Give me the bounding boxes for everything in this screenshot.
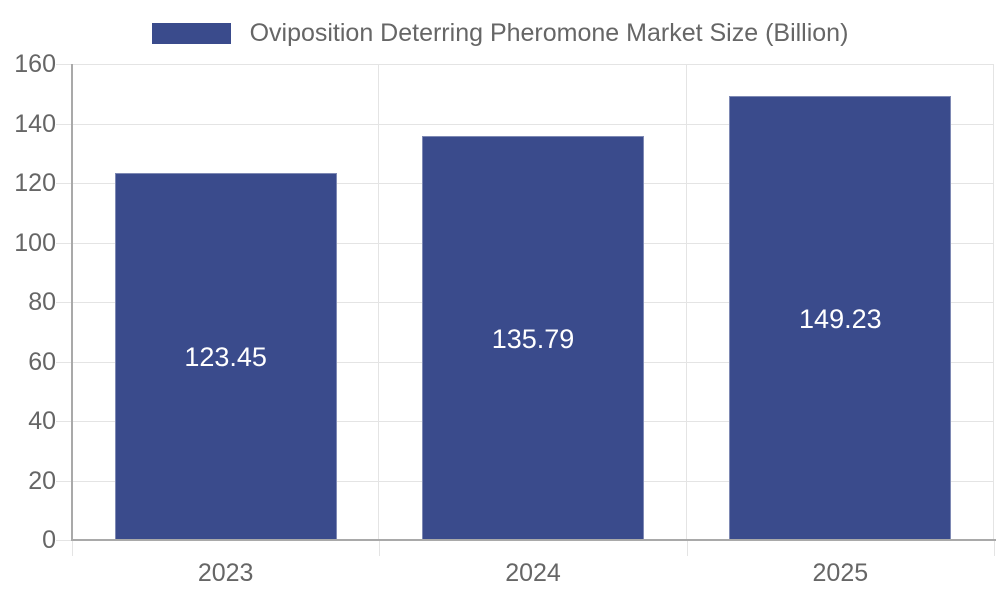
legend-swatch (151, 22, 231, 44)
y-axis-tick (56, 242, 71, 244)
bar-2023: 123.45 (114, 172, 337, 540)
legend-label: Oviposition Deterring Pheromone Market S… (249, 19, 849, 47)
x-tick-label: 2024 (505, 559, 561, 587)
legend: Oviposition Deterring Pheromone Market S… (0, 16, 1000, 50)
x-tick-label: 2023 (197, 559, 254, 587)
x-axis-tick (379, 541, 381, 556)
y-tick-label: 20 (28, 466, 56, 495)
y-axis-tick (56, 183, 71, 184)
bar-value-label: 149.23 (799, 303, 882, 334)
y-tick-label: 0 (42, 526, 56, 554)
y-axis-tick (56, 361, 71, 363)
bar-value-label: 123.45 (184, 341, 267, 372)
x-axis-tick (72, 541, 73, 556)
x-axis-tick (994, 541, 995, 556)
y-axis-tick (56, 480, 71, 482)
y-tick-label: 40 (28, 407, 56, 435)
y-tick-label: 100 (14, 228, 56, 257)
y-axis-line (71, 64, 73, 541)
y-gridline (72, 64, 994, 65)
x-tick-label: 2025 (812, 559, 869, 587)
y-axis-tick (56, 302, 71, 303)
y-axis-tick (56, 421, 71, 422)
y-tick-label: 140 (14, 109, 56, 138)
y-axis-tick (56, 123, 71, 125)
x-axis-tick (686, 541, 688, 556)
bar-value-label: 135.79 (491, 323, 575, 354)
plot-area: 123.45 135.79 149.23 (72, 64, 994, 540)
y-tick-label: 120 (14, 169, 56, 197)
bar-2024: 135.79 (422, 136, 644, 540)
x-boundary-gridline (685, 64, 687, 540)
y-tick-label: 60 (28, 347, 56, 376)
y-tick-label: 80 (28, 288, 56, 316)
y-tick-label: 160 (14, 50, 56, 78)
bar-2025: 149.23 (729, 96, 952, 540)
x-boundary-gridline (378, 64, 380, 540)
y-gridline (72, 123, 994, 125)
y-axis-tick (56, 64, 71, 65)
x-boundary-gridline (993, 64, 994, 540)
y-axis-tick (56, 540, 71, 541)
x-axis-line (71, 539, 996, 541)
